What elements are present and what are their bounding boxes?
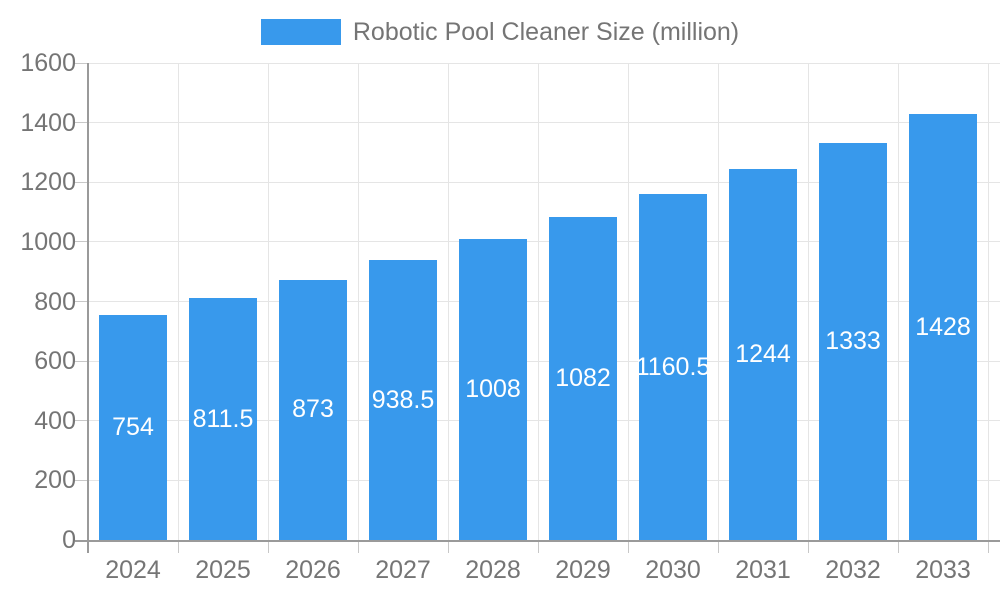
gridline-vertical [807,63,809,540]
gridline-vertical [177,63,179,540]
gridline-horizontal [88,360,1000,362]
chart-legend[interactable]: Robotic Pool Cleaner Size (million) [0,19,1000,45]
y-axis-tick-label: 1200 [20,168,76,197]
y-axis-tick-label: 1400 [20,108,76,137]
gridline-horizontal [88,420,1000,422]
bar-value-label: 1082 [555,364,611,393]
gridline-vertical [717,63,719,540]
x-axis-tick-label: 2026 [285,556,341,584]
x-axis-tick [987,540,989,553]
y-axis-tick [75,122,88,124]
gridline-horizontal [88,301,1000,302]
gridline-vertical [897,63,899,540]
x-axis-tick-label: 2028 [465,556,521,584]
x-axis-tick [357,540,359,553]
gridline-horizontal [88,122,1000,124]
y-axis-tick [75,360,88,362]
bar-value-label: 873 [292,395,334,424]
x-axis-tick [537,540,539,553]
gridline-vertical [537,63,539,540]
legend-swatch [260,19,341,45]
gridline-horizontal [88,62,1000,64]
y-axis-tick [75,301,88,302]
gridline-horizontal [88,241,1000,243]
bar-value-label: 754 [112,413,154,442]
y-axis-line [87,63,89,553]
y-axis-tick-label: 800 [34,287,76,316]
y-axis-tick [75,62,88,64]
bar: 1333 [819,142,887,540]
x-axis-tick-label: 2030 [645,556,701,584]
y-axis-tick [75,241,88,243]
y-axis-tick-label: 1000 [20,227,76,256]
bar: 938.5 [369,260,437,540]
bar-value-label: 1244 [735,340,791,369]
x-axis-tick [807,540,809,553]
gridline-vertical [987,63,989,540]
y-axis-tick-label: 600 [34,347,76,376]
x-axis-tick [177,540,179,553]
bar-value-label: 1008 [465,375,521,404]
bar-value-label: 1160.5 [635,352,711,381]
bar-value-label: 1333 [825,326,881,355]
gridline-horizontal [88,181,1000,183]
gridline-horizontal [88,479,1000,481]
x-axis-tick-label: 2032 [825,556,881,584]
x-axis-tick-label: 2029 [555,556,611,584]
bar: 1008 [459,239,527,540]
x-axis-line [75,540,1000,542]
y-axis-tick-label: 200 [34,466,76,495]
bar-value-label: 938.5 [371,385,435,414]
y-axis-tick [75,479,88,481]
gridline-vertical [447,63,449,540]
gridline-vertical [267,63,269,540]
y-axis-tick [75,420,88,422]
bar: 811.5 [189,298,257,540]
x-axis-tick-label: 2025 [195,556,251,584]
bar: 1160.5 [636,194,710,540]
x-axis-tick-label: 2027 [375,556,431,584]
x-axis-tick [447,540,449,553]
gridline-vertical [627,63,629,540]
legend-label: Robotic Pool Cleaner Size (million) [352,18,740,46]
y-axis-tick [75,181,88,183]
x-axis-tick [897,540,899,553]
gridline-vertical [357,63,359,540]
bar: 1244 [729,169,797,540]
x-axis-tick [717,540,719,553]
bar: 1428 [909,114,977,540]
y-axis-tick-label: 400 [34,406,76,435]
bar: 754 [99,315,167,540]
y-axis-tick-label: 1600 [20,49,76,77]
x-axis-tick [267,540,269,553]
x-axis-tick-label: 2033 [915,556,971,584]
x-axis-tick-label: 2024 [105,556,161,584]
bar: 1082 [549,217,617,540]
bar-value-label: 811.5 [192,404,254,433]
bar-value-label: 1428 [915,312,971,341]
x-axis-tick [627,540,629,553]
x-axis-tick-label: 2031 [735,556,791,584]
bar: 873 [279,279,347,540]
y-axis-tick-label: 0 [62,526,76,554]
